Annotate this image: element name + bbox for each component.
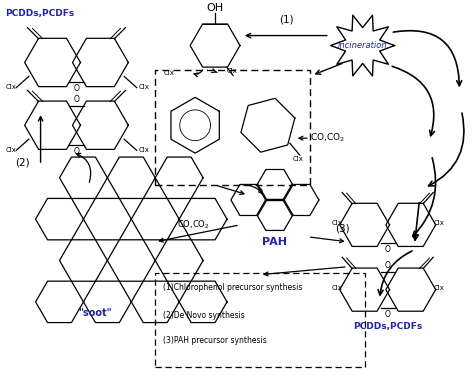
Bar: [155, 70, 310, 185]
Text: O: O: [73, 147, 80, 156]
Text: "soot": "soot": [79, 308, 112, 318]
Text: (1): (1): [280, 14, 294, 25]
Text: Clx: Clx: [434, 285, 445, 291]
Text: O: O: [73, 95, 80, 104]
Text: PCDDs,PCDFs: PCDDs,PCDFs: [5, 9, 74, 17]
Text: CO,CO$_2$: CO,CO$_2$: [177, 219, 210, 231]
Text: O: O: [385, 245, 391, 254]
Text: Clx: Clx: [292, 156, 303, 162]
Text: (2)De Novo synthesis: (2)De Novo synthesis: [163, 310, 245, 320]
Text: (2): (2): [15, 157, 30, 167]
Text: (3): (3): [335, 224, 349, 234]
Text: Clx: Clx: [138, 147, 149, 153]
Text: Clx: Clx: [332, 220, 343, 226]
Text: Clx: Clx: [138, 84, 149, 90]
Text: Clx: Clx: [332, 285, 343, 291]
Text: (3)PAH precursor synthesis: (3)PAH precursor synthesis: [163, 336, 267, 345]
Text: PCDDs,PCDFs: PCDDs,PCDFs: [353, 323, 422, 331]
Text: O: O: [73, 84, 80, 93]
Text: incineration: incineration: [338, 41, 387, 50]
Text: PAH: PAH: [263, 237, 287, 247]
Text: OH: OH: [207, 3, 224, 13]
Text: CO,CO$_2$: CO,CO$_2$: [310, 132, 345, 144]
Text: Clx: Clx: [227, 68, 238, 74]
Text: (1)Chlorophenol precursor synthesis: (1)Chlorophenol precursor synthesis: [163, 283, 302, 292]
Text: Clx: Clx: [434, 220, 445, 226]
Text: O: O: [385, 310, 391, 318]
Text: Clx: Clx: [5, 84, 16, 90]
Text: O: O: [385, 261, 391, 270]
Text: Clx: Clx: [163, 70, 174, 76]
Bar: [155, 273, 365, 367]
Text: Clx: Clx: [5, 147, 16, 153]
